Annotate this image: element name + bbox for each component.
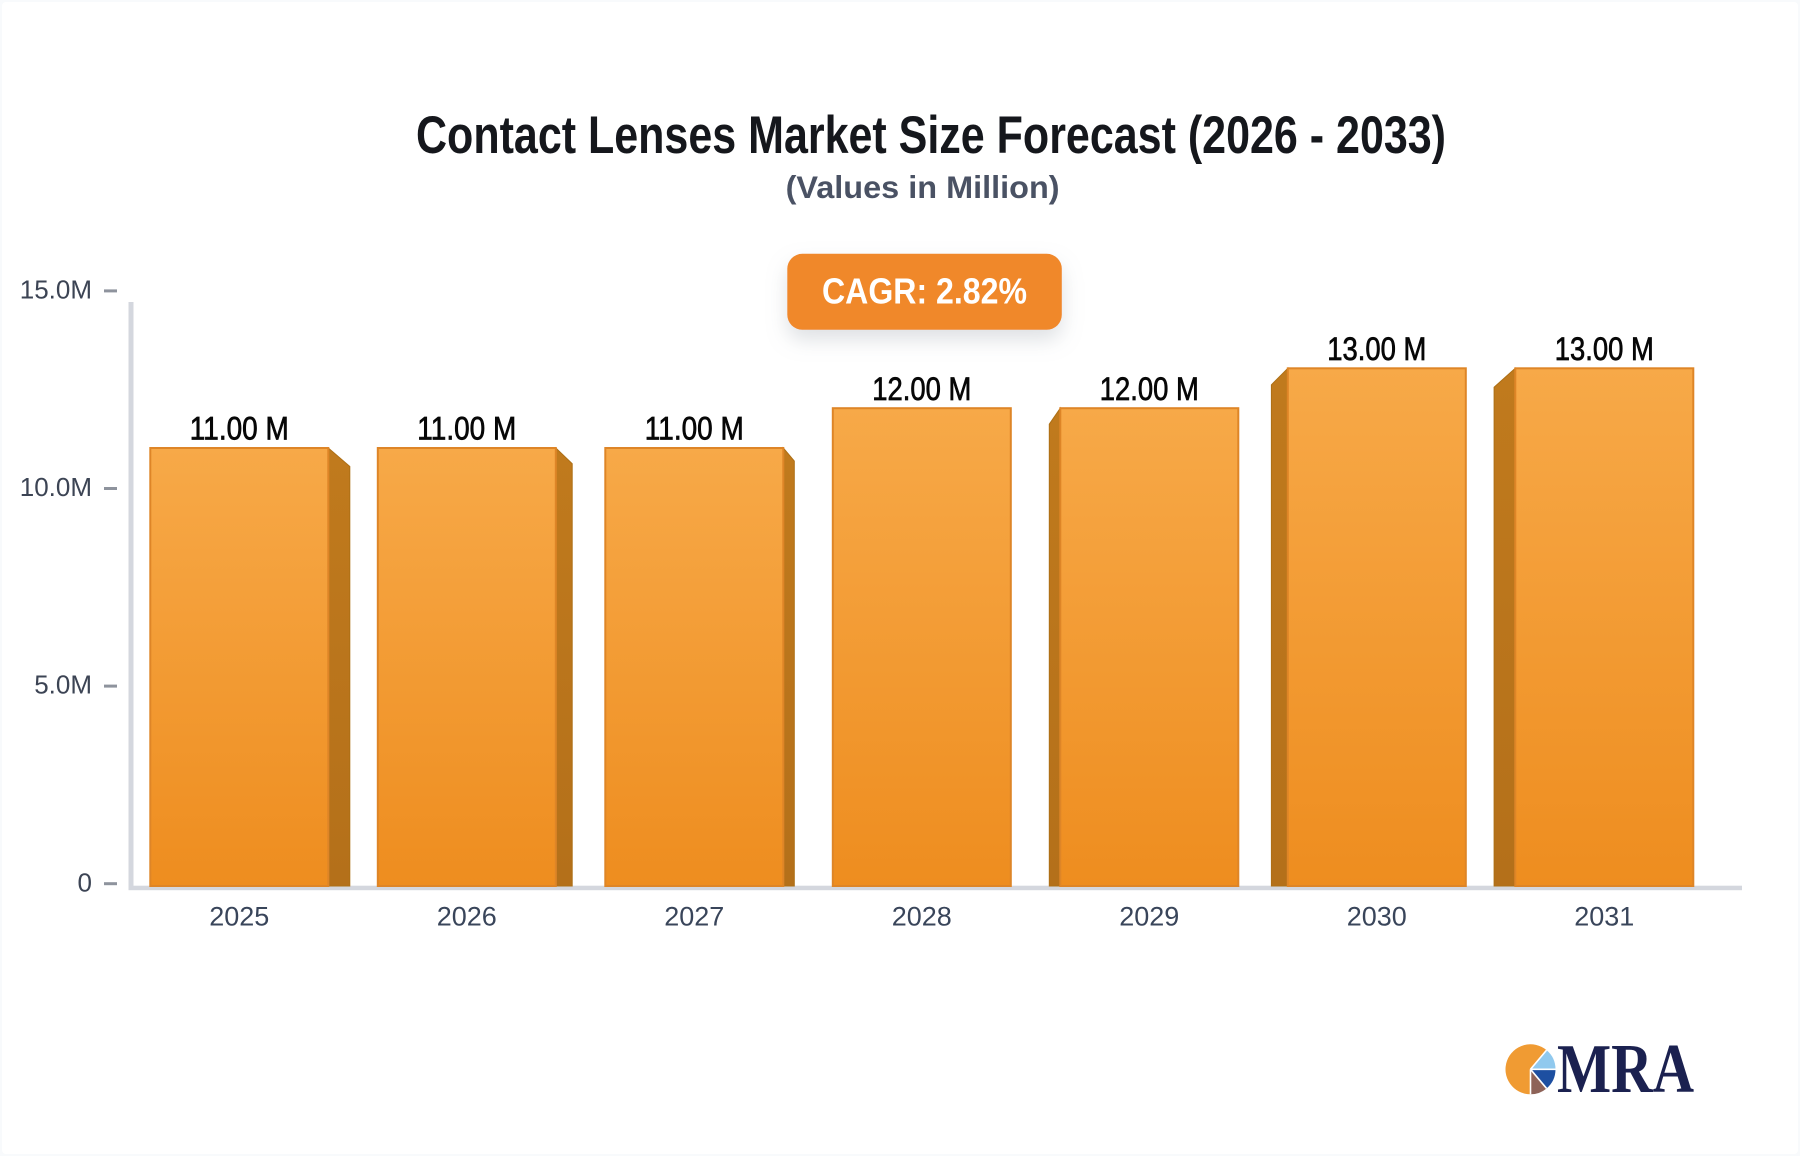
svg-text:2027: 2027	[664, 902, 724, 932]
svg-text:0: 0	[78, 867, 92, 897]
svg-text:15.0M: 15.0M	[20, 275, 92, 305]
svg-text:Contact Lenses Market Size For: Contact Lenses Market Size Forecast (202…	[416, 106, 1446, 165]
svg-text:(Values in Million): (Values in Million)	[786, 169, 1060, 205]
svg-text:10.0M: 10.0M	[20, 472, 92, 502]
svg-text:2030: 2030	[1347, 902, 1407, 932]
svg-text:11.00 M: 11.00 M	[645, 411, 744, 447]
svg-text:13.00 M: 13.00 M	[1327, 331, 1426, 367]
svg-text:12.00 M: 12.00 M	[872, 371, 971, 407]
svg-text:2026: 2026	[437, 902, 497, 932]
svg-text:2031: 2031	[1574, 902, 1634, 932]
svg-text:CAGR: 2.82%: CAGR: 2.82%	[822, 270, 1027, 311]
svg-text:2025: 2025	[209, 902, 269, 932]
svg-text:5.0M: 5.0M	[34, 670, 92, 700]
svg-text:MRA: MRA	[1557, 1030, 1694, 1108]
svg-text:11.00 M: 11.00 M	[190, 411, 289, 447]
svg-text:12.00 M: 12.00 M	[1100, 371, 1199, 407]
svg-text:13.00 M: 13.00 M	[1555, 331, 1654, 367]
svg-text:2029: 2029	[1119, 902, 1179, 932]
svg-text:2028: 2028	[892, 902, 952, 932]
svg-text:11.00 M: 11.00 M	[417, 411, 516, 447]
